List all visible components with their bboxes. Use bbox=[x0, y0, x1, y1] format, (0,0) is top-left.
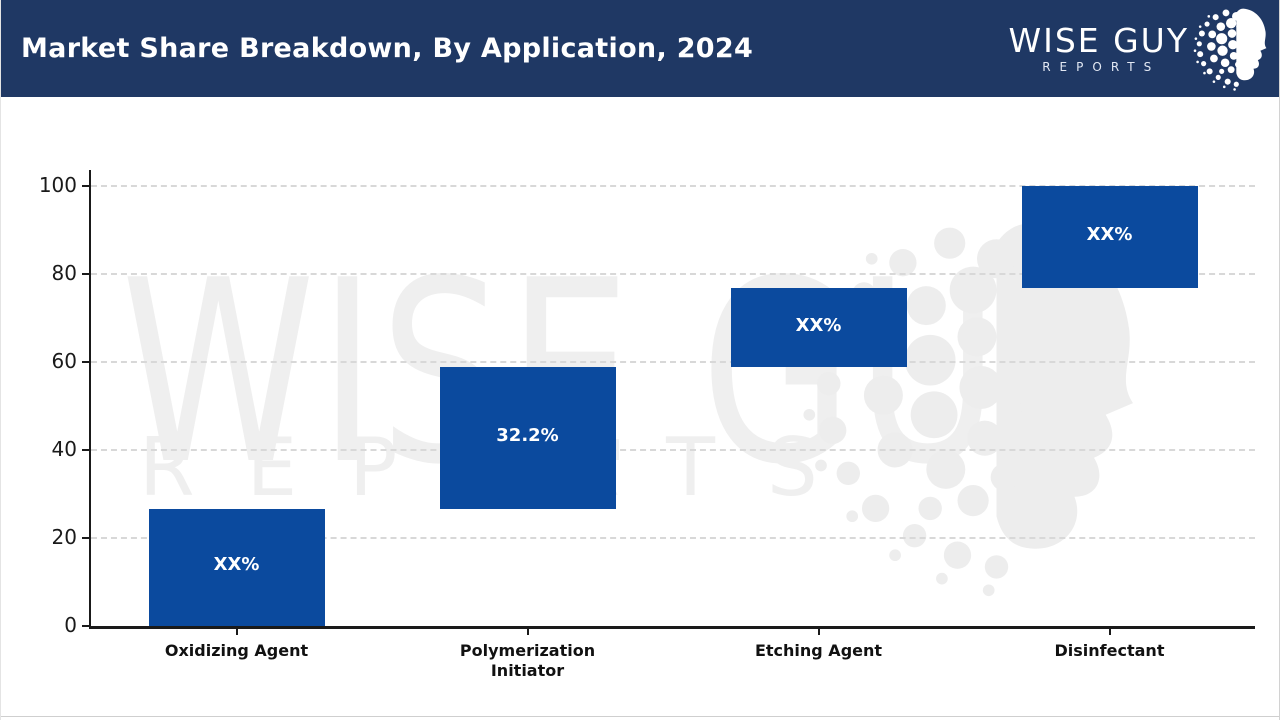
x-category-label-oxidizing-agent: Oxidizing Agent bbox=[91, 641, 382, 661]
bar-oxidizing-agent bbox=[148, 508, 325, 626]
y-tick-label-20: 20 bbox=[51, 525, 77, 549]
image-bottom-border bbox=[1, 716, 1279, 717]
y-tick-mark-80 bbox=[82, 273, 89, 275]
bar-value-label-oxidizing-agent: XX% bbox=[213, 554, 260, 576]
y-tick-mark-100 bbox=[82, 185, 89, 187]
gridline-20 bbox=[91, 537, 1255, 539]
logo-wordmark: WISE GUY bbox=[1008, 21, 1189, 60]
bar-disinfectant bbox=[1021, 186, 1198, 289]
x-category-label-line: Polymerization bbox=[459, 641, 596, 660]
x-category-label-line: Initiator bbox=[490, 661, 565, 680]
logo-subtitle: REPORTS bbox=[1042, 60, 1161, 74]
y-tick-label-100: 100 bbox=[38, 173, 77, 197]
y-tick-label-80: 80 bbox=[51, 261, 77, 285]
y-tick-mark-20 bbox=[82, 537, 89, 539]
y-tick-label-0: 0 bbox=[64, 613, 77, 637]
y-tick-mark-60 bbox=[82, 361, 89, 363]
x-tick-mark-disinfectant bbox=[1108, 629, 1111, 635]
bar-value-label-polymerization-initiator: 32.2% bbox=[496, 425, 559, 447]
y-tick-mark-40 bbox=[82, 449, 89, 451]
bar-etching-agent bbox=[730, 288, 907, 368]
x-category-label-disinfectant: Disinfectant bbox=[964, 641, 1255, 661]
x-axis-spine bbox=[89, 626, 1255, 629]
page-title: Market Share Breakdown, By Application, … bbox=[21, 33, 754, 64]
x-tick-mark-etching-agent bbox=[817, 629, 820, 635]
gridline-40 bbox=[91, 449, 1255, 451]
x-tick-mark-oxidizing-agent bbox=[235, 629, 238, 635]
y-tick-label-40: 40 bbox=[51, 437, 77, 461]
y-axis-spine bbox=[89, 170, 91, 628]
x-category-label-polymerization-initiator: Polymerization Initiator bbox=[382, 641, 673, 681]
header-bar: Market Share Breakdown, By Application, … bbox=[1, 0, 1279, 97]
bar-value-label-disinfectant: XX% bbox=[1086, 224, 1133, 246]
gridline-60 bbox=[91, 361, 1255, 363]
x-category-label-etching-agent: Etching Agent bbox=[673, 641, 964, 661]
gridline-80 bbox=[91, 273, 1255, 275]
wiseguy-logo: WISE GUY REPORTS bbox=[1008, 6, 1271, 92]
y-tick-label-60: 60 bbox=[51, 349, 77, 373]
logo-text: WISE GUY REPORTS bbox=[1008, 21, 1189, 75]
x-category-label-line: Disinfectant bbox=[1054, 641, 1165, 660]
gridline-100 bbox=[91, 185, 1255, 187]
x-category-label-line: Etching Agent bbox=[754, 641, 883, 660]
y-tick-mark-0 bbox=[82, 625, 89, 627]
bar-polymerization-initiator bbox=[439, 367, 616, 509]
x-tick-mark-polymerization-initiator bbox=[526, 629, 529, 635]
bar-value-label-etching-agent: XX% bbox=[795, 314, 842, 336]
x-category-label-line: Oxidizing Agent bbox=[164, 641, 309, 660]
